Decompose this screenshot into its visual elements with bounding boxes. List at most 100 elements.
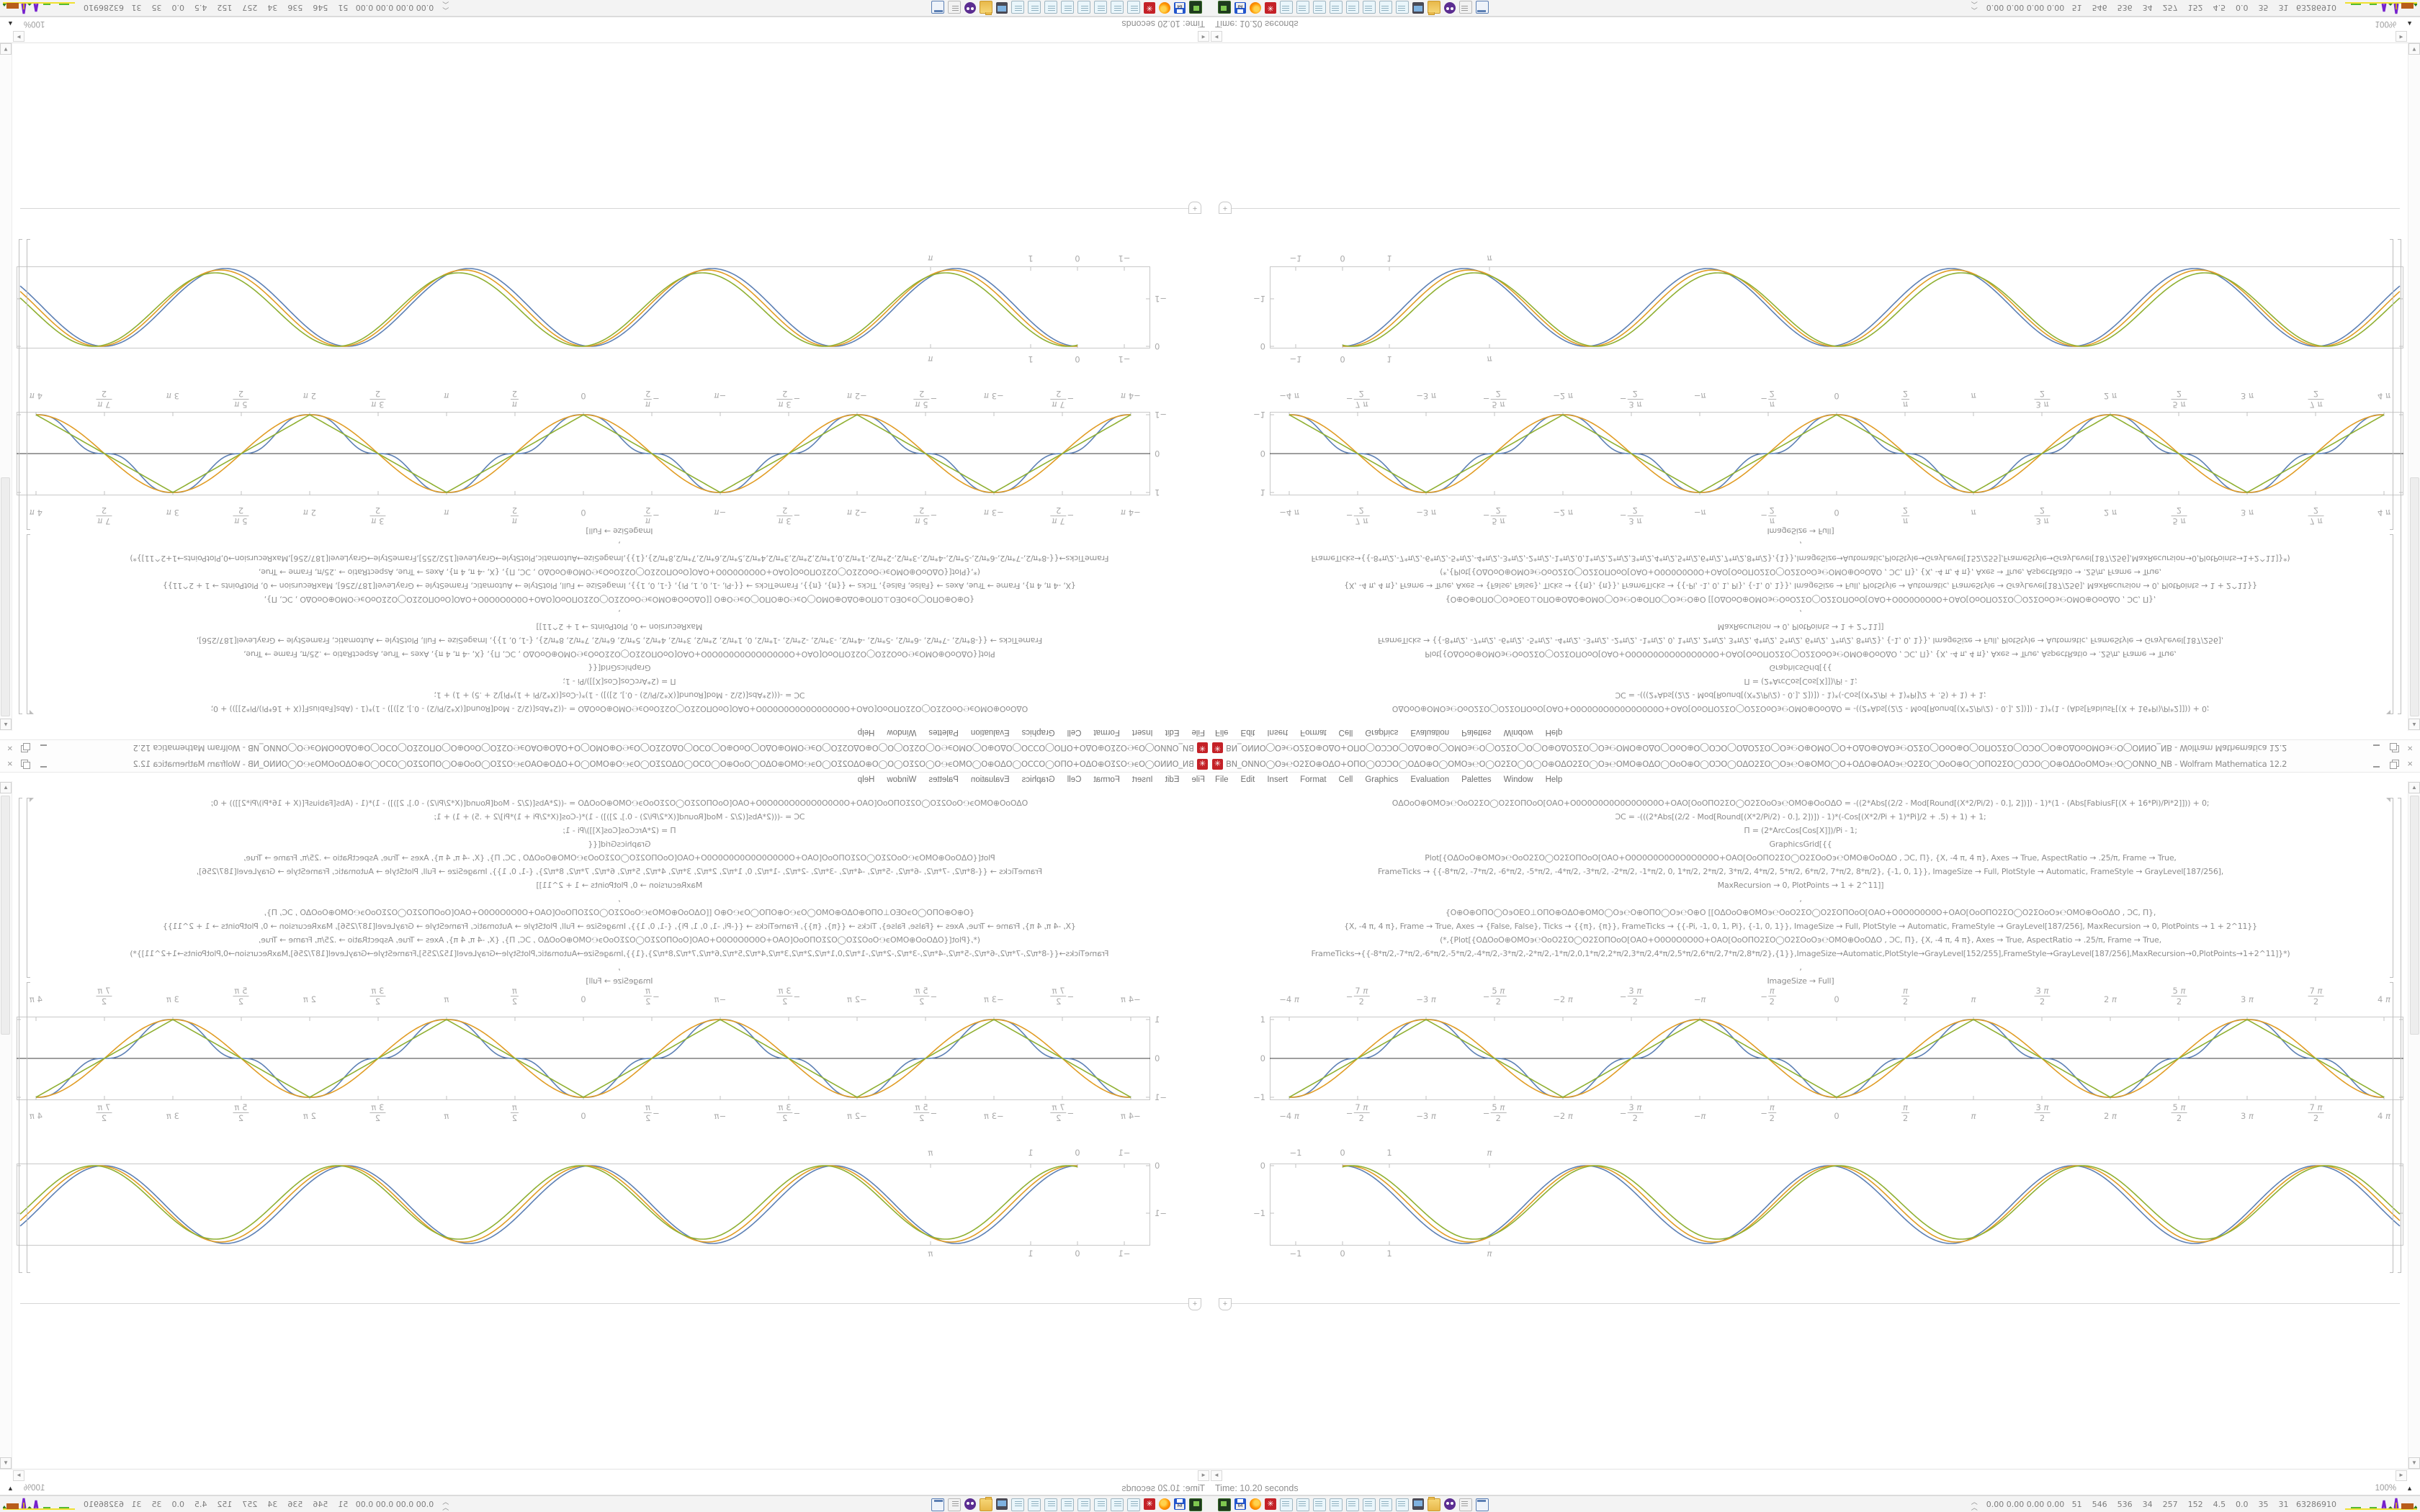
cell-group-bracket[interactable] (19, 798, 22, 1273)
tray-expand-chevron-icon[interactable]: ︿ ︿ (1971, 1498, 1978, 1511)
console-window-icon[interactable] (1476, 1, 1489, 14)
notepad-icon[interactable] (1396, 1, 1409, 14)
output-cell-bracket[interactable] (2390, 982, 2393, 1273)
menu-evaluation[interactable]: Evaluation (1410, 728, 1450, 737)
input-cell-code[interactable]: ΟΔΟοΟ⊕ΟΜΟ϶℮ΟοΟ2ΣΟ◯Ο2ΣΟΠΟοΟ[ΟΑΟ+Ο0Ο0Ο0Ο0Ο… (29, 796, 1210, 988)
code-line[interactable]: FrameTicks→{{-8*π/2,-7*π/2,-6*π/2,-5*π/2… (130, 949, 1109, 958)
notepad-icon[interactable] (1011, 1, 1024, 14)
console-window-icon[interactable] (1476, 1498, 1489, 1511)
input-cell-code[interactable]: ΟΔΟοΟ⊕ΟΜΟ϶℮ΟοΟ2ΣΟ◯Ο2ΣΟΠΟοΟ[ΟΑΟ+Ο0Ο0Ο0Ο0Ο… (1210, 796, 2391, 988)
insert-cell-button[interactable]: + (1219, 1298, 1232, 1310)
menu-window[interactable]: Window (1503, 775, 1533, 784)
menu-window[interactable]: Window (887, 728, 917, 737)
code-line[interactable]: ImageSize → Full] (1767, 526, 1834, 536)
owl-app-icon[interactable] (964, 1498, 976, 1510)
horizontal-scrollbar[interactable]: ◄ ► (0, 30, 1210, 43)
terminal-green-icon[interactable] (1218, 1498, 1231, 1511)
window-titlebar[interactable]: ✳ ΒΝ_ΟΝΝΟ◯Ο϶℮Ο2ΣΟ⊕ΟΔΟ+ΟΠΟ◯ΟƆƆΟ◯ΟΔΟ⊕Ο◯ΟΜΟ… (1210, 756, 2420, 773)
menu-palettes[interactable]: Palettes (928, 775, 959, 784)
scroll-left-icon[interactable]: ◄ (1198, 31, 1209, 42)
menu-window[interactable]: Window (1503, 728, 1533, 737)
input-cell-bracket[interactable] (2390, 534, 2393, 714)
menu-graphics[interactable]: Graphics (1021, 775, 1055, 784)
scroll-up-icon[interactable]: ▲ (2408, 719, 2420, 730)
code-line[interactable]: ΟΔΟοΟ⊕ΟΜΟ϶℮ΟοΟ2ΣΟ◯Ο2ΣΟΠΟοΟ[ΟΑΟ+Ο0Ο0Ο0Ο0Ο… (210, 798, 1028, 808)
mathematica-red-icon[interactable]: ✳ (1265, 1498, 1276, 1510)
scroll-doc-icon[interactable] (948, 1, 961, 14)
code-line[interactable]: Plot[{ΟΔΟοΟ⊕ΟΜΟ϶℮ΟοΟ2ΣΟ◯Ο2ΣΟΠΟοΟ[ΟΑΟ+Ο0Ο… (243, 649, 995, 659)
tray-expand-chevron-icon[interactable]: ︿ ︿ (442, 1, 449, 14)
notepad-icon[interactable] (1011, 1498, 1024, 1511)
notebook-area[interactable]: ΟΔΟοΟ⊕ΟΜΟ϶℮ΟοΟ2ΣΟ◯Ο2ΣΟΠΟοΟ[ΟΑΟ+Ο0Ο0Ο0Ο0Ο… (1210, 43, 2406, 726)
vertical-scrollbar[interactable]: ▲ ▼ (2408, 42, 2420, 731)
notepad-icon[interactable] (1111, 1, 1124, 14)
scroll-right-icon[interactable]: ► (2396, 31, 2407, 42)
menu-file[interactable]: File (1215, 775, 1229, 784)
scroll-left-icon[interactable]: ◄ (1211, 1470, 1222, 1481)
restore-button[interactable] (2390, 743, 2398, 751)
code-line[interactable]: Π = (2*ArcCos[Cos[X]])/Pi - 1; (1744, 826, 1857, 835)
menu-insert[interactable]: Insert (1131, 775, 1153, 784)
folder-icon[interactable] (1428, 1496, 1440, 1511)
vertical-scrollbar[interactable]: ▲ ▼ (2408, 781, 2420, 1470)
notepad-icon[interactable] (1028, 1498, 1041, 1511)
notebook-area[interactable]: ΟΔΟοΟ⊕ΟΜΟ϶℮ΟοΟ2ΣΟ◯Ο2ΣΟΠΟοΟ[ΟΑΟ+Ο0Ο0Ο0Ο0Ο… (14, 786, 1210, 1469)
code-line[interactable]: (*,{Plot[{ΟΔΟοΟ⊕ΟΜΟ϶℮ΟοΟ2ΣΟ◯Ο2ΣΟΠΟοΟ[ΟΑΟ… (1440, 567, 2161, 577)
minimize-button[interactable] (2373, 760, 2380, 768)
code-line[interactable]: , (618, 894, 621, 904)
notebook-area[interactable]: ΟΔΟοΟ⊕ΟΜΟ϶℮ΟοΟ2ΣΟ◯Ο2ΣΟΠΟοΟ[ΟΑΟ+Ο0Ο0Ο0Ο0Ο… (1210, 786, 2406, 1469)
code-line[interactable]: Π = (2*ArcCos[Cos[X]])/Pi - 1; (563, 826, 676, 835)
scroll-doc-icon[interactable] (1459, 1, 1472, 14)
code-line[interactable]: ƆC = -(((2*Abs[(2/2 - Mod[Round[(X*2/Pi/… (434, 812, 805, 822)
output-cell-bracket[interactable] (27, 239, 30, 530)
close-button[interactable]: × (7, 758, 13, 769)
input-cell-bracket[interactable] (27, 534, 30, 714)
notepad-icon[interactable] (1379, 1, 1392, 14)
firefox-icon[interactable] (1250, 2, 1261, 14)
menu-insert[interactable]: Insert (1131, 728, 1153, 737)
menu-cell[interactable]: Cell (1067, 775, 1082, 784)
code-line[interactable]: ΟΔΟοΟ⊕ΟΜΟ϶℮ΟοΟ2ΣΟ◯Ο2ΣΟΠΟοΟ[ΟΑΟ+Ο0Ο0Ο0Ο0Ο… (1392, 704, 2210, 714)
code-line[interactable]: , (1799, 608, 1802, 618)
firefox-icon[interactable] (1250, 1498, 1261, 1510)
owl-app-icon[interactable] (1444, 2, 1456, 14)
menu-edit[interactable]: Edit (1165, 728, 1180, 737)
owl-app-icon[interactable] (964, 2, 976, 14)
notepad-icon[interactable] (1330, 1, 1343, 14)
menu-graphics[interactable]: Graphics (1365, 775, 1399, 784)
notepad-icon[interactable] (1077, 1, 1090, 14)
image-viewer-icon[interactable] (1412, 1498, 1424, 1510)
menu-edit[interactable]: Edit (1240, 775, 1255, 784)
code-line[interactable]: GraphicsGrid[{{ (1769, 840, 1832, 849)
console-window-icon[interactable] (931, 1, 944, 14)
notepad-icon[interactable] (1044, 1498, 1057, 1511)
zoom-level[interactable]: 100% (2375, 19, 2397, 29)
notepad-icon[interactable] (1094, 1498, 1107, 1511)
vertical-scrollbar[interactable]: ▲ ▼ (0, 42, 12, 731)
code-line[interactable]: Plot[{ΟΔΟοΟ⊕ΟΜΟ϶℮ΟοΟ2ΣΟ◯Ο2ΣΟΠΟοΟ[ΟΑΟ+Ο0Ο… (1425, 853, 2177, 863)
console-window-icon[interactable] (931, 1498, 944, 1511)
vertical-scroll-thumb[interactable] (1, 477, 10, 716)
menu-palettes[interactable]: Palettes (1461, 728, 1492, 737)
menu-evaluation[interactable]: Evaluation (970, 728, 1010, 737)
code-line[interactable]: MaxRecursion → 0, PlotPoints → 1 + 2^11]… (536, 881, 703, 890)
menu-file[interactable]: File (1191, 775, 1205, 784)
notepad-icon[interactable] (1296, 1, 1309, 14)
code-line[interactable]: (*,{Plot[{ΟΔΟοΟ⊕ΟΜΟ϶℮ΟοΟ2ΣΟ◯Ο2ΣΟΠΟοΟ[ΟΑΟ… (1440, 935, 2161, 945)
code-line[interactable]: (*,{Plot[{ΟΔΟοΟ⊕ΟΜΟ϶℮ΟοΟ2ΣΟ◯Ο2ΣΟΠΟοΟ[ΟΑΟ… (259, 935, 980, 945)
minimize-button[interactable] (2373, 744, 2380, 752)
vertical-scroll-thumb[interactable] (2410, 796, 2419, 1035)
mathematica-red-icon[interactable]: ✳ (1144, 2, 1155, 14)
menu-help[interactable]: Help (857, 728, 875, 737)
terminal-green-icon[interactable] (1189, 1498, 1202, 1511)
window-titlebar[interactable]: ✳ ΒΝ_ΟΝΝΟ◯Ο϶℮Ο2ΣΟ⊕ΟΔΟ+ΟΠΟ◯ΟƆƆΟ◯ΟΔΟ⊕Ο◯ΟΜΟ… (1210, 739, 2420, 756)
insert-cell-button[interactable]: + (1188, 1298, 1201, 1310)
horizontal-scrollbar[interactable]: ◄ ► (0, 1469, 1210, 1482)
menu-cell[interactable]: Cell (1338, 775, 1353, 784)
zoom-menu-caret-icon[interactable]: ▲ (7, 1484, 14, 1492)
code-line[interactable]: (*,{Plot[{ΟΔΟοΟ⊕ΟΜΟ϶℮ΟοΟ2ΣΟ◯Ο2ΣΟΠΟοΟ[ΟΑΟ… (259, 567, 980, 577)
folder-icon[interactable] (980, 1, 992, 14)
code-line[interactable]: , (618, 608, 621, 618)
menu-window[interactable]: Window (887, 775, 917, 784)
cell-group-bracket[interactable] (19, 239, 22, 714)
